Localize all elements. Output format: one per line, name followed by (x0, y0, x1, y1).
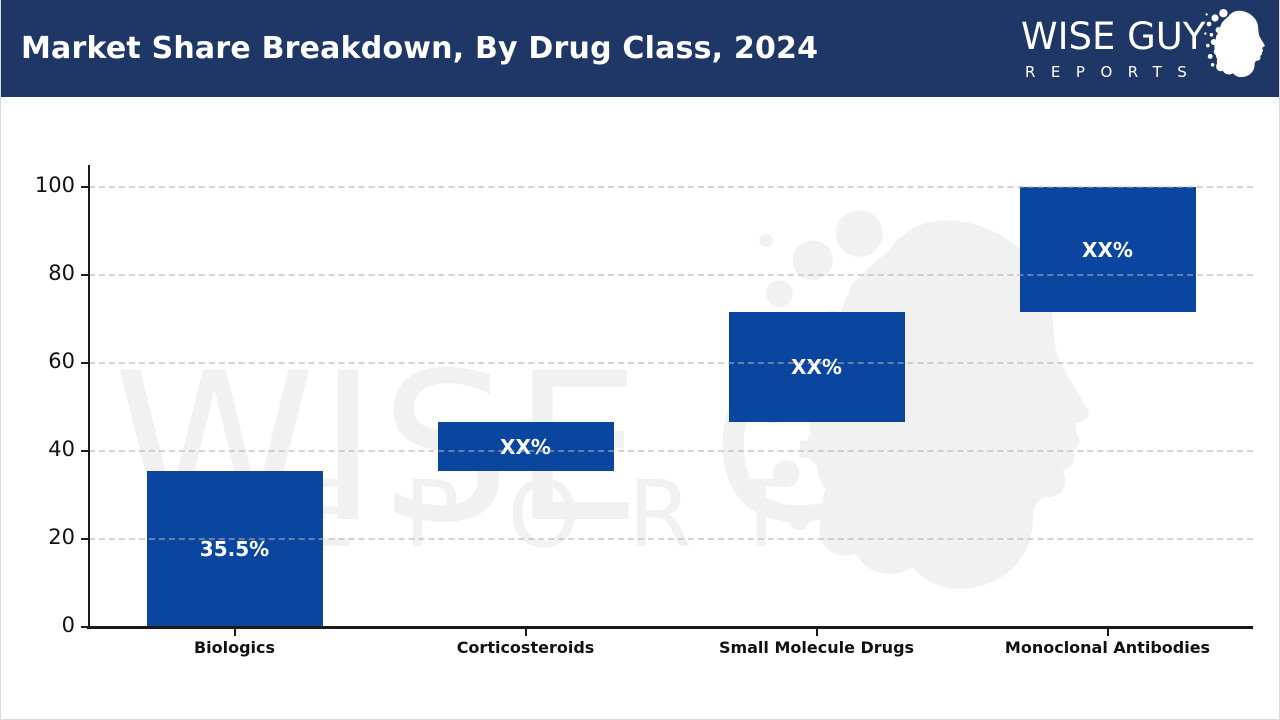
y-tick-label-20: 20 (48, 525, 75, 549)
gridline-60 (89, 362, 1253, 364)
y-tick-label-100: 100 (34, 173, 75, 197)
wise-guy-reports-logo: WISE GUY REPORTS (1021, 9, 1265, 81)
x-category-label: Small Molecule Drugs (718, 638, 915, 657)
bar-value-label: XX% (1082, 237, 1133, 262)
logo-wordmark: WISE GUY (1021, 15, 1206, 58)
header-band: Market Share Breakdown, By Drug Class, 2… (1, 0, 1279, 97)
x-category-label: Corticosteroids (456, 638, 595, 657)
bar-biologics: 35.5% (146, 470, 323, 627)
y-tick-40 (81, 450, 89, 452)
gridline-80 (89, 274, 1253, 276)
y-tick-label-60: 60 (48, 349, 75, 373)
bar-value-label: 35.5% (199, 536, 270, 561)
bar-corticosteroids: XX% (437, 422, 614, 471)
gridline-40 (89, 450, 1253, 452)
y-tick-label-40: 40 (48, 437, 75, 461)
gridline-100 (89, 186, 1253, 188)
x-category-label: Monoclonal Antibodies (1004, 638, 1211, 657)
x-axis-line (87, 626, 1253, 629)
bar-value-label: XX% (500, 434, 551, 459)
y-tick-20 (81, 538, 89, 540)
logo-face-icon (1204, 9, 1265, 78)
y-axis-line (88, 165, 90, 629)
x-tick-2 (524, 628, 527, 636)
page-title: Market Share Breakdown, By Drug Class, 2… (21, 31, 819, 66)
x-tick-4 (1106, 628, 1109, 636)
y-tick-label-80: 80 (48, 261, 75, 285)
y-tick-label-0: 0 (61, 613, 75, 637)
waterfall-chart: WISE GU REPORTS 35.5% XX% XX% XX% 0 20 40 60 80 1… (1, 97, 1279, 719)
gridline-20 (89, 538, 1253, 540)
bar-value-label: XX% (791, 355, 842, 380)
x-category-label: Biologics (193, 638, 276, 657)
x-tick-3 (815, 628, 818, 636)
x-tick-1 (233, 628, 236, 636)
plot-area: 35.5% XX% XX% XX% 0 20 40 60 80 100 Biologics Corti… (1, 97, 1279, 719)
bar-small-molecule-drugs: XX% (728, 312, 905, 423)
logo-subtext: REPORTS (1025, 63, 1202, 81)
y-tick-100 (81, 186, 89, 188)
bar-monoclonal-antibodies: XX% (1019, 187, 1196, 313)
y-tick-60 (81, 362, 89, 364)
y-tick-80 (81, 274, 89, 276)
y-tick-0 (81, 626, 89, 628)
